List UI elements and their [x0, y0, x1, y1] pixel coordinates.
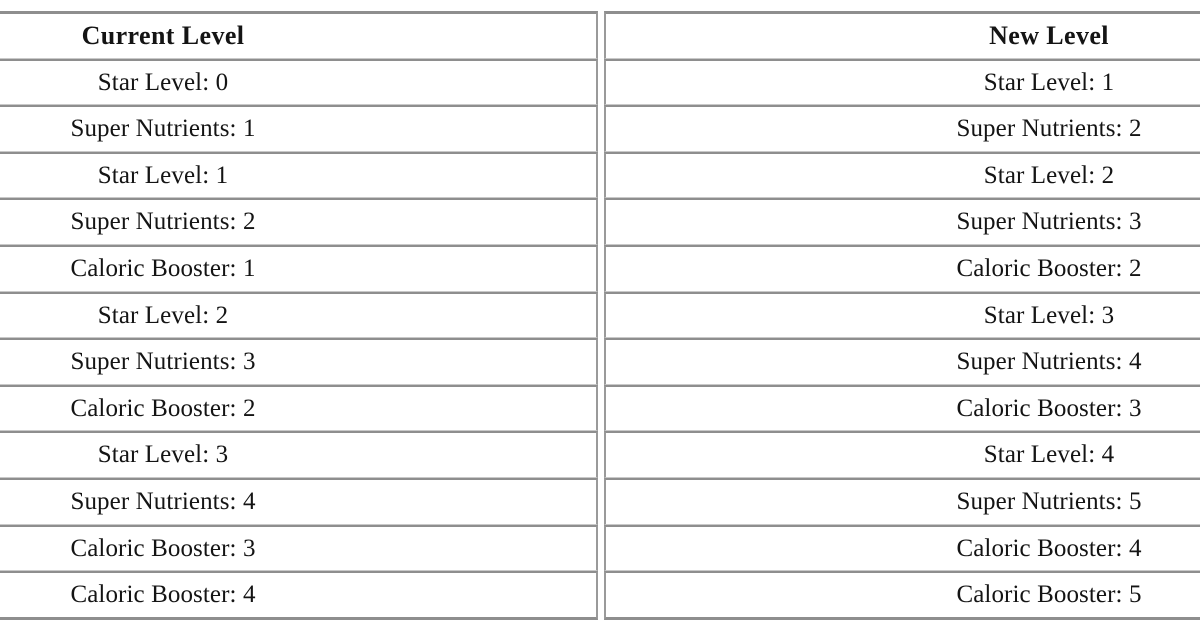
table-cell-level: Caloric Booster: 3	[0, 524, 598, 572]
table-cell-level: Star Level: 2	[604, 151, 1200, 199]
table-cell-level: Star Level: 1	[0, 151, 598, 199]
new-level-header: New Level	[604, 11, 1200, 59]
table-row: Star Level: 4	[604, 431, 1200, 478]
table-cell-level: Caloric Booster: 1	[0, 244, 598, 292]
table-cell-level: Star Level: 1	[604, 58, 1200, 106]
table-cell-level: Caloric Booster: 2	[604, 244, 1200, 292]
table-row: Super Nutrients: 3	[604, 198, 1200, 245]
table-header-row: Current Level	[0, 11, 598, 59]
table-cell-level: Super Nutrients: 4	[0, 477, 598, 525]
new-level-table-body: Star Level: 1 Super Nutrients: 2 Star Leve…	[604, 58, 1200, 620]
table-row: Star Level: 3	[604, 291, 1200, 339]
current-level-table-head: Current Level	[0, 11, 598, 59]
table-row: Super Nutrients: 5	[604, 477, 1200, 525]
table-cell-level: Caloric Booster: 5	[604, 571, 1200, 620]
table-row: Star Level: 2	[0, 291, 598, 339]
new-level-table-head: New Level	[604, 11, 1200, 59]
table-row: Caloric Booster: 4	[0, 571, 598, 620]
table-cell-level: Super Nutrients: 1	[0, 105, 598, 152]
table-cell-level: Caloric Booster: 4	[0, 571, 598, 620]
table-row: Super Nutrients: 4	[604, 338, 1200, 385]
table-cell-level: Caloric Booster: 4	[604, 524, 1200, 572]
table-cell-level: Caloric Booster: 3	[604, 384, 1200, 432]
table-row: Caloric Booster: 1	[0, 244, 598, 292]
table-row: Star Level: 0	[0, 58, 598, 106]
table-cell-level: Star Level: 0	[0, 58, 598, 106]
table-row: Super Nutrients: 2	[0, 198, 598, 245]
table-row: Super Nutrients: 2	[604, 105, 1200, 152]
table-row: Caloric Booster: 3	[0, 524, 598, 572]
table-row: Caloric Booster: 5	[604, 571, 1200, 620]
table-row: Super Nutrients: 3	[0, 338, 598, 385]
table-cell-level: Star Level: 2	[0, 291, 598, 339]
table-row: Star Level: 2	[604, 151, 1200, 199]
table-cell-level: Super Nutrients: 4	[604, 338, 1200, 385]
current-level-table: Current Level Star Level: 0 Super Nutrien…	[0, 11, 598, 620]
table-cell-level: Super Nutrients: 5	[604, 477, 1200, 525]
table-cell-level: Star Level: 3	[0, 431, 598, 478]
table-row: Caloric Booster: 4	[604, 524, 1200, 572]
table-row: Caloric Booster: 2	[0, 384, 598, 432]
current-level-table-body: Star Level: 0 Super Nutrients: 1 Star Leve…	[0, 58, 598, 620]
table-cell-level: Star Level: 3	[604, 291, 1200, 339]
table-cell-level: Star Level: 4	[604, 431, 1200, 478]
new-level-table: New Level Star Level: 1 Super Nutrients: …	[604, 11, 1200, 620]
table-cell-level: Super Nutrients: 2	[0, 198, 598, 245]
table-cell-level: Super Nutrients: 3	[0, 338, 598, 385]
table-cell-level: Super Nutrients: 2	[604, 105, 1200, 152]
level-upgrade-table-page: Current Level Star Level: 0 Super Nutrien…	[0, 11, 1200, 620]
table-cell-level: Super Nutrients: 3	[604, 198, 1200, 245]
current-level-header: Current Level	[0, 11, 598, 59]
table-row: Star Level: 1	[604, 58, 1200, 106]
table-cell-level: Caloric Booster: 2	[0, 384, 598, 432]
table-row: Star Level: 3	[0, 431, 598, 478]
table-row: Super Nutrients: 1	[0, 105, 598, 152]
table-row: Star Level: 1	[0, 151, 598, 199]
table-row: Caloric Booster: 3	[604, 384, 1200, 432]
table-row: Caloric Booster: 2	[604, 244, 1200, 292]
table-header-row: New Level	[604, 11, 1200, 59]
table-row: Super Nutrients: 4	[0, 477, 598, 525]
